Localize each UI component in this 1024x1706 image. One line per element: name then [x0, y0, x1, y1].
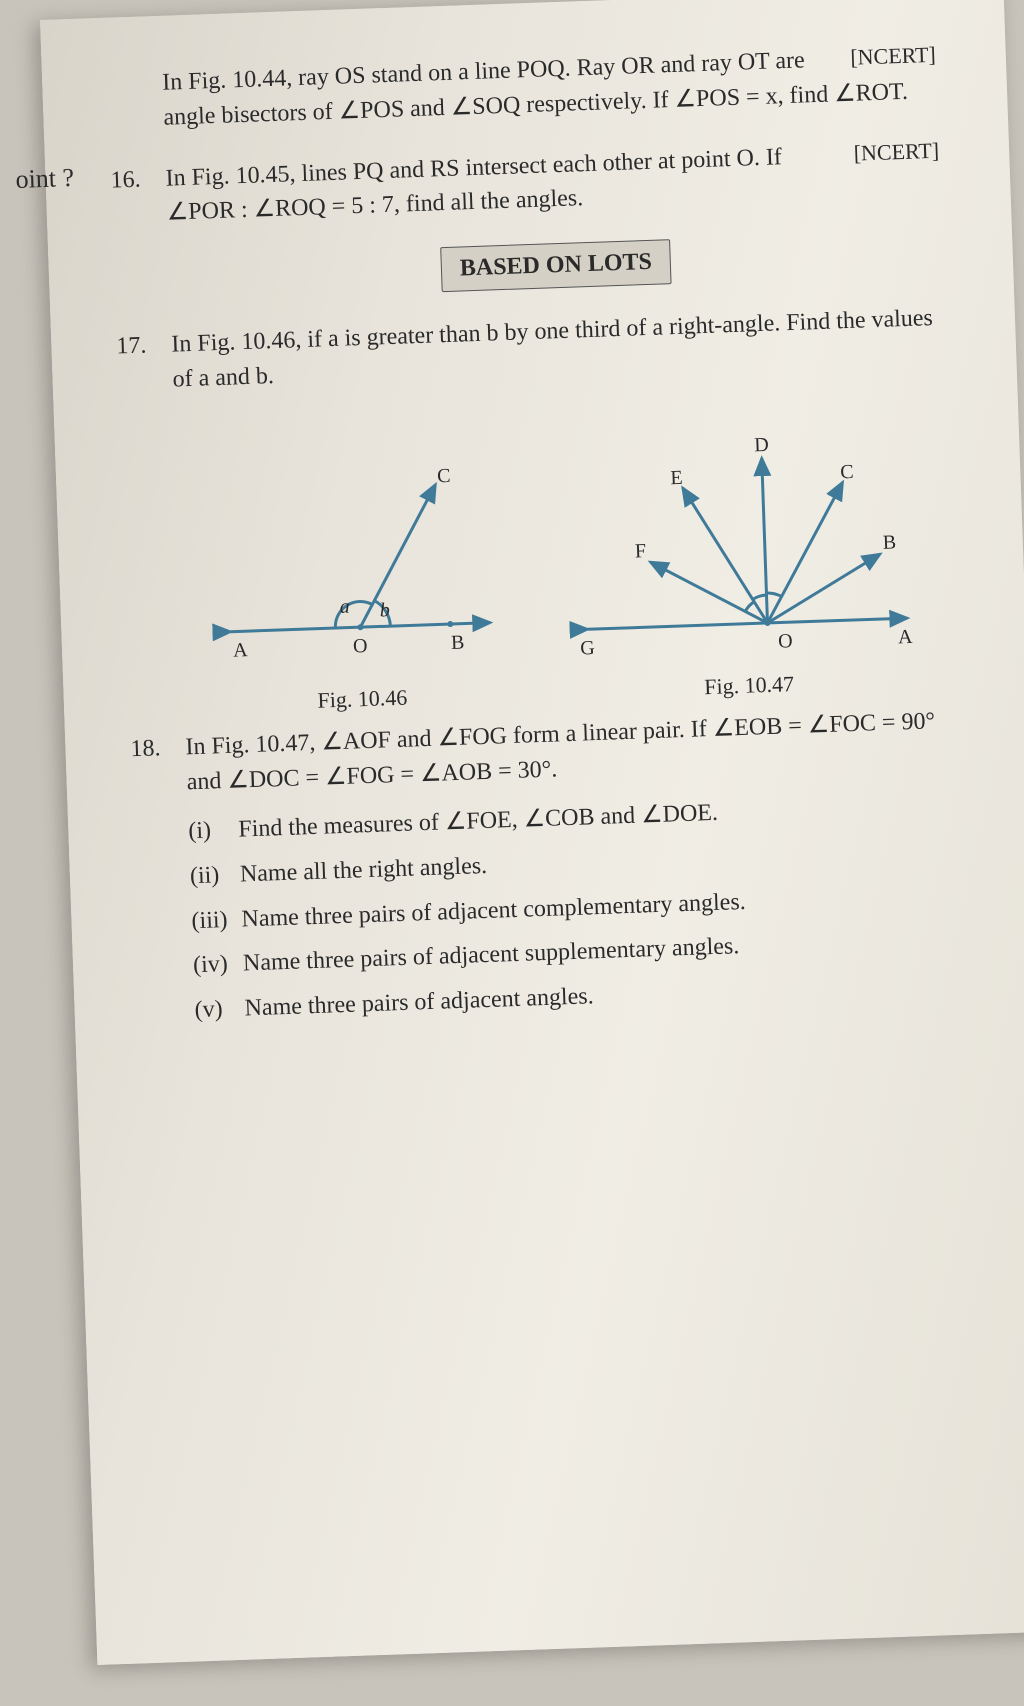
- section-heading: BASED ON LOTS: [440, 239, 671, 292]
- label-b: b: [379, 599, 390, 621]
- problem-17: 17. In Fig. 10.46, if a is greater than …: [171, 301, 947, 398]
- label-A: A: [232, 639, 248, 662]
- label-D2: D: [753, 433, 768, 455]
- label-A2: A: [897, 626, 913, 649]
- roman-v: (v): [194, 992, 223, 1028]
- section-heading-row: BASED ON LOTS: [168, 230, 943, 302]
- ncert-ref-15: [NCERT]: [850, 39, 937, 74]
- roman-iii: (iii): [191, 903, 228, 939]
- label-O: O: [352, 635, 367, 657]
- subitem-ii-text: Name all the right angles.: [239, 853, 487, 888]
- problem-16: 16. [NCERT] In Fig. 10.45, lines PQ and …: [165, 134, 941, 231]
- roman-iv: (iv): [193, 947, 229, 983]
- problem-15: [NCERT] In Fig. 10.44, ray OS stand on a…: [162, 39, 938, 136]
- qnum-16: 16.: [110, 162, 141, 198]
- figure-10-47: A B C D E F G O Fig. 10.47: [559, 397, 929, 707]
- problem-18: 18. In Fig. 10.47, ∠AOF and ∠FOG form a …: [185, 704, 969, 1028]
- label-a: a: [339, 595, 350, 617]
- figures-row: A B C O a b Fig. 10.46: [174, 396, 958, 721]
- label-B2: B: [882, 531, 896, 553]
- label-B: B: [450, 631, 464, 653]
- problem-18-intro: In Fig. 10.47, ∠AOF and ∠FOG form a line…: [185, 709, 935, 796]
- subitem-i-text: Find the measures of ∠FOE, ∠COB and ∠DOE…: [238, 800, 718, 843]
- label-G2: G: [579, 637, 594, 659]
- label-O2: O: [777, 630, 792, 652]
- fig-10-46-svg: A B C O a b: [204, 452, 511, 682]
- ncert-ref-16: [NCERT]: [853, 134, 940, 169]
- subitem-iv-text: Name three pairs of adjacent supplementa…: [243, 934, 740, 977]
- fig-10-47-svg: A B C D E F G O: [559, 397, 928, 669]
- label-F2: F: [634, 540, 646, 562]
- roman-ii: (ii): [189, 858, 220, 894]
- qnum-18: 18.: [130, 732, 161, 768]
- problem-17-text: In Fig. 10.46, if a is greater than b by…: [171, 305, 933, 392]
- margin-fragment: oint ?: [15, 159, 75, 199]
- fig-10-47-caption: Fig. 10.47: [569, 663, 930, 707]
- subitem-v-text: Name three pairs of adjacent angles.: [244, 984, 594, 1022]
- label-E2: E: [669, 466, 682, 488]
- label-C2: C: [839, 460, 853, 482]
- problem-15-text: In Fig. 10.44, ray OS stand on a line PO…: [162, 47, 909, 130]
- problem-18-subitems: (i) Find the measures of ∠FOE, ∠COB and …: [188, 787, 969, 1028]
- textbook-page: oint ? [NCERT] In Fig. 10.44, ray OS sta…: [40, 0, 1024, 1665]
- roman-i: (i): [188, 814, 212, 850]
- label-C: C: [436, 465, 450, 487]
- figure-10-46: A B C O a b Fig. 10.46: [204, 452, 513, 720]
- qnum-17: 17.: [116, 328, 147, 364]
- problem-16-text: In Fig. 10.45, lines PQ and RS intersect…: [165, 144, 782, 226]
- fig-10-46-caption: Fig. 10.46: [212, 678, 513, 720]
- subitem-iii-text: Name three pairs of adjacent complementa…: [241, 889, 746, 933]
